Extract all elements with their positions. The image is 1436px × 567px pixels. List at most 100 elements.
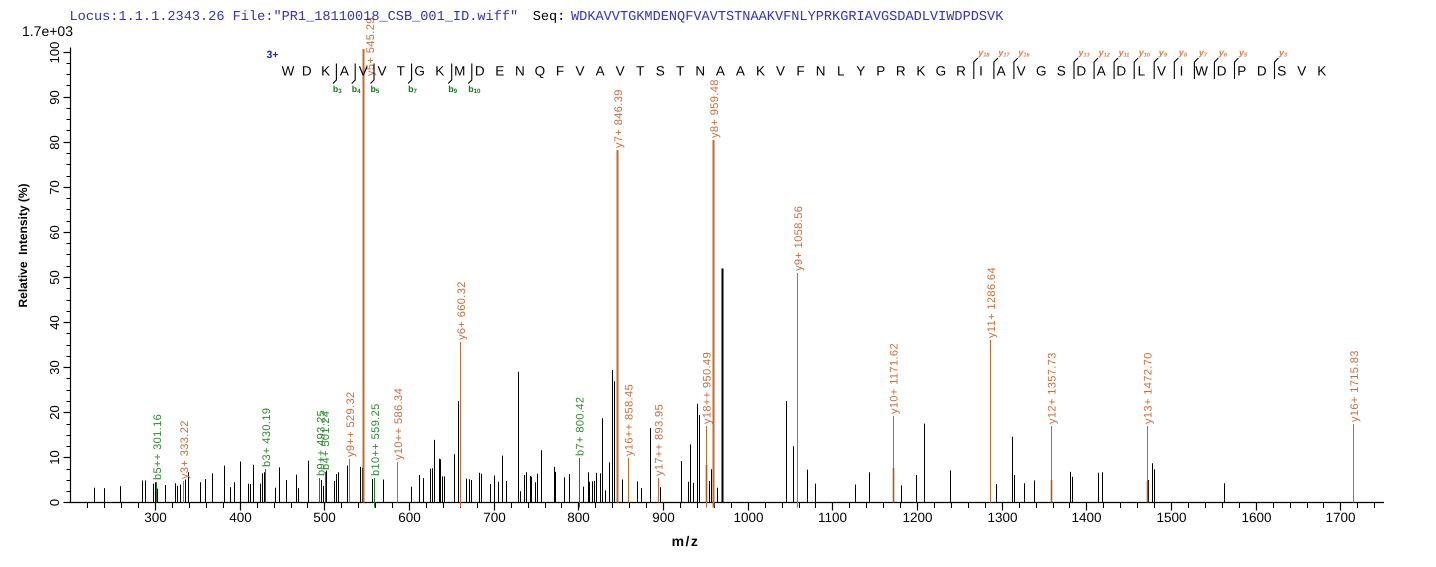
svg-text:100: 100 xyxy=(47,42,62,64)
svg-text:1500: 1500 xyxy=(1156,510,1186,525)
svg-text:300: 300 xyxy=(144,510,167,525)
svg-text:0: 0 xyxy=(47,499,62,506)
svg-text:WDKAVVTGKMDENQFVAVTSTNAAKVFNLY: WDKAVVTGKMDENQFVAVTSTNAAKVFNLYPRKGRIAVGS… xyxy=(571,10,1004,25)
svg-text:y12+ 1357.73: y12+ 1357.73 xyxy=(1046,352,1058,424)
svg-text:D: D xyxy=(1076,64,1086,79)
svg-text:y18: y18 xyxy=(977,48,990,59)
svg-text:y10: y10 xyxy=(1138,48,1151,59)
svg-text:1700: 1700 xyxy=(1325,510,1355,525)
svg-text:1200: 1200 xyxy=(902,510,932,525)
svg-text:Q: Q xyxy=(535,64,546,79)
svg-text:400: 400 xyxy=(229,510,252,525)
svg-text:V: V xyxy=(377,64,386,79)
svg-text:900: 900 xyxy=(652,510,675,525)
svg-text:b5++ 301.16: b5++ 301.16 xyxy=(152,414,164,480)
svg-text:80: 80 xyxy=(47,135,62,149)
svg-text:N: N xyxy=(515,64,525,79)
svg-text:y16: y16 xyxy=(1017,48,1030,59)
svg-text:b10: b10 xyxy=(468,84,481,95)
svg-text:y7: y7 xyxy=(1198,48,1208,59)
svg-text:F: F xyxy=(796,64,804,79)
svg-text:P: P xyxy=(1237,64,1246,79)
svg-text:E: E xyxy=(495,64,504,79)
svg-text:y6: y6 xyxy=(1218,48,1228,59)
svg-text:D: D xyxy=(1217,64,1227,79)
svg-text:40: 40 xyxy=(47,315,62,329)
svg-text:y17++ 893.95: y17++ 893.95 xyxy=(654,404,666,476)
svg-text:I: I xyxy=(979,64,983,79)
svg-text:y5+ 545.29: y5+ 545.29 xyxy=(365,17,377,76)
svg-text:T: T xyxy=(676,64,684,79)
svg-text:b3+ 430.19: b3+ 430.19 xyxy=(261,408,273,467)
svg-text:V: V xyxy=(359,64,368,79)
svg-text:N: N xyxy=(695,64,705,79)
svg-text:R: R xyxy=(956,64,966,79)
svg-text:K: K xyxy=(435,64,444,79)
svg-text:M: M xyxy=(454,64,465,79)
svg-text:90: 90 xyxy=(47,90,62,104)
svg-text:y13: y13 xyxy=(1078,48,1091,59)
svg-text:b7: b7 xyxy=(408,84,417,95)
svg-text:D: D xyxy=(302,64,312,79)
svg-text:b9: b9 xyxy=(448,84,457,95)
svg-text:S: S xyxy=(1277,64,1286,79)
svg-text:L: L xyxy=(1138,64,1146,79)
svg-text:V: V xyxy=(616,64,625,79)
svg-text:P: P xyxy=(876,64,885,79)
svg-text:500: 500 xyxy=(313,510,336,525)
svg-text:Relative Intensity (%): Relative Intensity (%) xyxy=(16,183,30,307)
svg-text:K: K xyxy=(756,64,765,79)
svg-text:F: F xyxy=(556,64,564,79)
svg-text:G: G xyxy=(414,64,425,79)
svg-text:b5: b5 xyxy=(371,84,380,95)
svg-text:b7+ 800.42: b7+ 800.42 xyxy=(575,397,587,456)
svg-text:y13+ 1472.70: y13+ 1472.70 xyxy=(1143,352,1155,424)
svg-text:y3+ 333.22: y3+ 333.22 xyxy=(179,420,191,479)
svg-text:700: 700 xyxy=(483,510,506,525)
svg-text:b10++ 559.25: b10++ 559.25 xyxy=(370,403,382,476)
svg-text:y17: y17 xyxy=(997,48,1010,59)
svg-text:T: T xyxy=(636,64,644,79)
svg-text:10: 10 xyxy=(47,450,62,464)
svg-text:I: I xyxy=(1180,64,1184,79)
svg-text:W: W xyxy=(282,64,295,79)
svg-text:1100: 1100 xyxy=(818,510,847,525)
svg-text:W: W xyxy=(1195,64,1208,79)
svg-text:y7+ 846.39: y7+ 846.39 xyxy=(613,89,625,148)
svg-text:S: S xyxy=(656,64,665,79)
svg-text:V: V xyxy=(1017,64,1026,79)
svg-text:60: 60 xyxy=(47,225,62,239)
svg-text:y9: y9 xyxy=(1158,48,1168,59)
svg-text:3+: 3+ xyxy=(267,49,279,61)
svg-text:600: 600 xyxy=(398,510,421,525)
svg-text:b4+ 501.24: b4+ 501.24 xyxy=(320,411,332,470)
svg-text:y12: y12 xyxy=(1098,48,1111,59)
svg-text:70: 70 xyxy=(47,180,62,194)
svg-text:y16+ 1715.83: y16+ 1715.83 xyxy=(1349,350,1361,422)
svg-text:A: A xyxy=(736,64,745,79)
svg-text:K: K xyxy=(321,64,330,79)
svg-text:D: D xyxy=(1257,64,1267,79)
svg-text:D: D xyxy=(1116,64,1126,79)
svg-text:1300: 1300 xyxy=(987,510,1017,525)
svg-text:T: T xyxy=(397,64,405,79)
svg-text:y3: y3 xyxy=(1278,48,1288,59)
svg-text:20: 20 xyxy=(47,405,62,419)
svg-text:A: A xyxy=(716,64,725,79)
svg-text:1000: 1000 xyxy=(733,510,763,525)
svg-text:V: V xyxy=(776,64,785,79)
svg-text:y18++ 950.49: y18++ 950.49 xyxy=(702,352,714,424)
svg-text:30: 30 xyxy=(47,360,62,374)
svg-text:R: R xyxy=(896,64,906,79)
svg-text:y10++ 586.34: y10++ 586.34 xyxy=(393,388,405,460)
svg-text:y11+ 1286.64: y11+ 1286.64 xyxy=(986,267,998,338)
svg-text:K: K xyxy=(916,64,925,79)
svg-text:A: A xyxy=(1097,64,1106,79)
svg-text:y6+ 660.32: y6+ 660.32 xyxy=(456,281,468,340)
svg-text:A: A xyxy=(997,64,1006,79)
svg-text:y8+ 959.48: y8+ 959.48 xyxy=(709,79,721,138)
svg-text:y5: y5 xyxy=(1238,48,1248,59)
svg-text:A: A xyxy=(340,64,349,79)
svg-text:D: D xyxy=(475,64,485,79)
svg-text:L: L xyxy=(837,64,845,79)
